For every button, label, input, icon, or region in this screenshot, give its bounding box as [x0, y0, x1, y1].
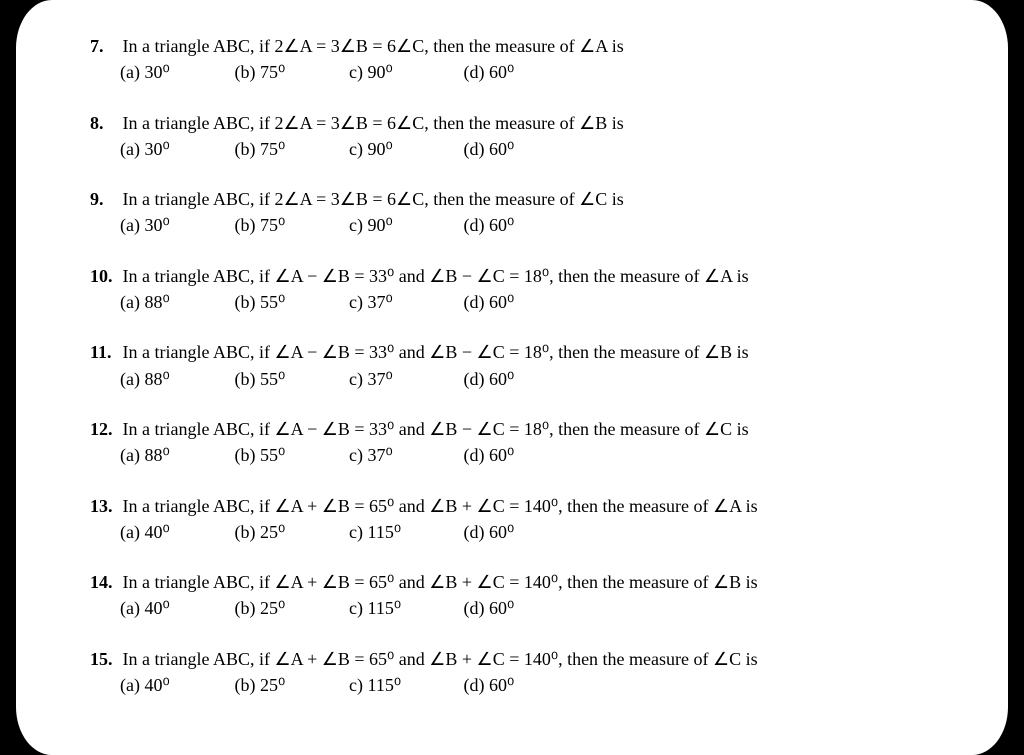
question-13: 13. In a triangle ABC, if ∠A + ∠B = 65⁰ … [90, 494, 948, 545]
question-number: 11. [90, 340, 118, 364]
question-options: (a) 88⁰ (b) 55⁰ c) 37⁰ (d) 60⁰ [120, 443, 948, 467]
question-stem: In a triangle ABC, if 2∠A = 3∠B = 6∠C, t… [123, 36, 624, 56]
question-list: 7. In a triangle ABC, if 2∠A = 3∠B = 6∠C… [90, 34, 948, 697]
option-c: c) 90⁰ [349, 213, 459, 237]
question-number: 12. [90, 417, 118, 441]
question-options: (a) 40⁰ (b) 25⁰ c) 115⁰ (d) 60⁰ [120, 520, 948, 544]
question-12: 12. In a triangle ABC, if ∠A − ∠B = 33⁰ … [90, 417, 948, 468]
question-options: (a) 30⁰ (b) 75⁰ c) 90⁰ (d) 60⁰ [120, 137, 948, 161]
option-a: (a) 88⁰ [120, 290, 230, 314]
question-8: 8. In a triangle ABC, if 2∠A = 3∠B = 6∠C… [90, 111, 948, 162]
question-number: 10. [90, 264, 118, 288]
question-options: (a) 40⁰ (b) 25⁰ c) 115⁰ (d) 60⁰ [120, 596, 948, 620]
option-b: (b) 25⁰ [235, 673, 345, 697]
option-d: (d) 60⁰ [464, 137, 574, 161]
question-15: 15. In a triangle ABC, if ∠A + ∠B = 65⁰ … [90, 647, 948, 698]
question-number: 9. [90, 187, 118, 211]
option-c: c) 115⁰ [349, 596, 459, 620]
option-b: (b) 55⁰ [235, 367, 345, 391]
option-a: (a) 88⁰ [120, 367, 230, 391]
question-stem: In a triangle ABC, if 2∠A = 3∠B = 6∠C, t… [123, 113, 624, 133]
question-7: 7. In a triangle ABC, if 2∠A = 3∠B = 6∠C… [90, 34, 948, 85]
question-options: (a) 40⁰ (b) 25⁰ c) 115⁰ (d) 60⁰ [120, 673, 948, 697]
question-9: 9. In a triangle ABC, if 2∠A = 3∠B = 6∠C… [90, 187, 948, 238]
page-root: 7. In a triangle ABC, if 2∠A = 3∠B = 6∠C… [0, 0, 1024, 755]
option-c: c) 115⁰ [349, 520, 459, 544]
option-c: c) 115⁰ [349, 673, 459, 697]
option-d: (d) 60⁰ [464, 290, 574, 314]
option-d: (d) 60⁰ [464, 60, 574, 84]
option-b: (b) 25⁰ [235, 520, 345, 544]
question-stem: In a triangle ABC, if ∠A − ∠B = 33⁰ and … [123, 266, 749, 286]
question-options: (a) 88⁰ (b) 55⁰ c) 37⁰ (d) 60⁰ [120, 367, 948, 391]
option-b: (b) 75⁰ [235, 137, 345, 161]
option-b: (b) 75⁰ [235, 213, 345, 237]
question-stem: In a triangle ABC, if ∠A + ∠B = 65⁰ and … [123, 572, 758, 592]
option-c: c) 90⁰ [349, 137, 459, 161]
option-c: c) 37⁰ [349, 443, 459, 467]
question-14: 14. In a triangle ABC, if ∠A + ∠B = 65⁰ … [90, 570, 948, 621]
question-10: 10. In a triangle ABC, if ∠A − ∠B = 33⁰ … [90, 264, 948, 315]
question-number: 15. [90, 647, 118, 671]
document-sheet: 7. In a triangle ABC, if 2∠A = 3∠B = 6∠C… [16, 0, 1008, 755]
question-11: 11. In a triangle ABC, if ∠A − ∠B = 33⁰ … [90, 340, 948, 391]
option-d: (d) 60⁰ [464, 443, 574, 467]
question-stem: In a triangle ABC, if 2∠A = 3∠B = 6∠C, t… [123, 189, 624, 209]
option-b: (b) 55⁰ [235, 290, 345, 314]
option-d: (d) 60⁰ [464, 673, 574, 697]
option-a: (a) 88⁰ [120, 443, 230, 467]
option-a: (a) 30⁰ [120, 60, 230, 84]
question-options: (a) 30⁰ (b) 75⁰ c) 90⁰ (d) 60⁰ [120, 213, 948, 237]
option-a: (a) 30⁰ [120, 213, 230, 237]
option-d: (d) 60⁰ [464, 213, 574, 237]
question-stem: In a triangle ABC, if ∠A − ∠B = 33⁰ and … [123, 419, 749, 439]
question-stem: In a triangle ABC, if ∠A + ∠B = 65⁰ and … [123, 649, 758, 669]
question-stem: In a triangle ABC, if ∠A − ∠B = 33⁰ and … [123, 342, 749, 362]
question-number: 7. [90, 34, 118, 58]
option-b: (b) 75⁰ [235, 60, 345, 84]
question-number: 14. [90, 570, 118, 594]
question-stem: In a triangle ABC, if ∠A + ∠B = 65⁰ and … [123, 496, 758, 516]
question-number: 13. [90, 494, 118, 518]
option-a: (a) 40⁰ [120, 673, 230, 697]
question-options: (a) 30⁰ (b) 75⁰ c) 90⁰ (d) 60⁰ [120, 60, 948, 84]
option-a: (a) 40⁰ [120, 520, 230, 544]
option-c: c) 37⁰ [349, 367, 459, 391]
option-d: (d) 60⁰ [464, 520, 574, 544]
question-options: (a) 88⁰ (b) 55⁰ c) 37⁰ (d) 60⁰ [120, 290, 948, 314]
option-d: (d) 60⁰ [464, 596, 574, 620]
option-b: (b) 55⁰ [235, 443, 345, 467]
option-d: (d) 60⁰ [464, 367, 574, 391]
question-number: 8. [90, 111, 118, 135]
option-c: c) 90⁰ [349, 60, 459, 84]
option-a: (a) 30⁰ [120, 137, 230, 161]
option-b: (b) 25⁰ [235, 596, 345, 620]
option-a: (a) 40⁰ [120, 596, 230, 620]
option-c: c) 37⁰ [349, 290, 459, 314]
